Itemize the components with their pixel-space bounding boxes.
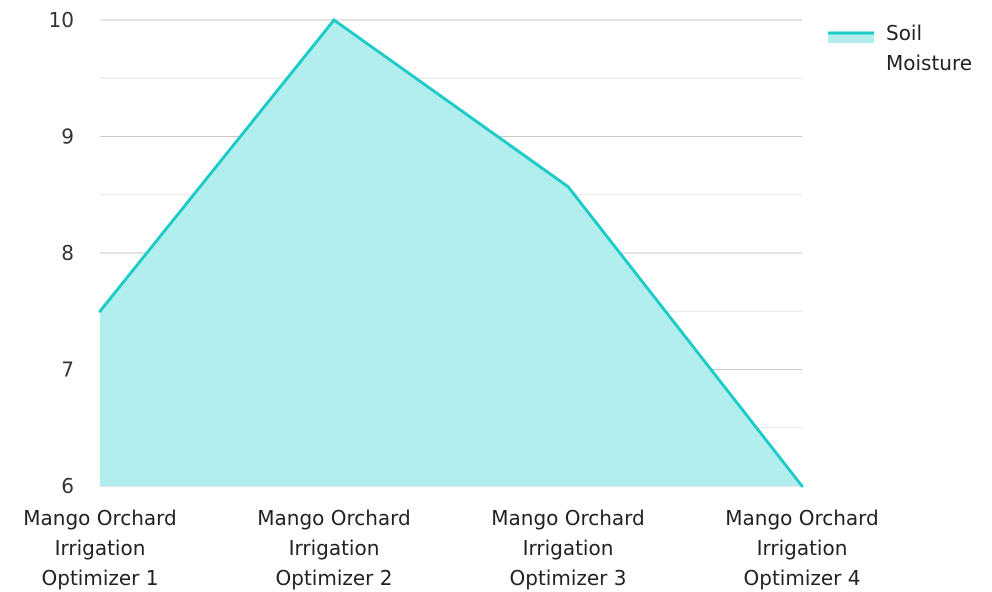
y-tick-label: 8	[61, 241, 74, 265]
data-point-2	[332, 18, 336, 22]
series-line-soil-moisture	[98, 17, 804, 487]
y-tick-label: 6	[61, 474, 74, 498]
x-axis-category-labels: Mango Orchard Irrigation Optimizer 1 Mango …	[23, 506, 879, 590]
data-point-1	[98, 309, 102, 313]
legend-swatch-fill	[828, 33, 874, 43]
y-tick-label: 9	[61, 125, 74, 149]
legend-label-soil-moisture: Soil Moisture	[886, 21, 972, 75]
y-axis-tick-labels: 6 7 8 9 10	[49, 8, 74, 498]
x-category-label-4: Mango Orchard Irrigation Optimizer 4	[725, 506, 879, 590]
data-point-4	[800, 484, 804, 488]
area-fill-soil-moisture	[100, 20, 802, 486]
y-tick-label: 7	[61, 358, 74, 382]
x-category-label-3: Mango Orchard Irrigation Optimizer 3	[491, 506, 645, 590]
legend: Soil Moisture	[828, 21, 972, 75]
x-category-label-1: Mango Orchard Irrigation Optimizer 1	[23, 506, 177, 590]
data-points	[98, 18, 804, 488]
y-tick-label: 10	[49, 8, 74, 32]
x-category-label-2: Mango Orchard Irrigation Optimizer 2	[257, 506, 411, 590]
data-point-3	[566, 185, 570, 189]
